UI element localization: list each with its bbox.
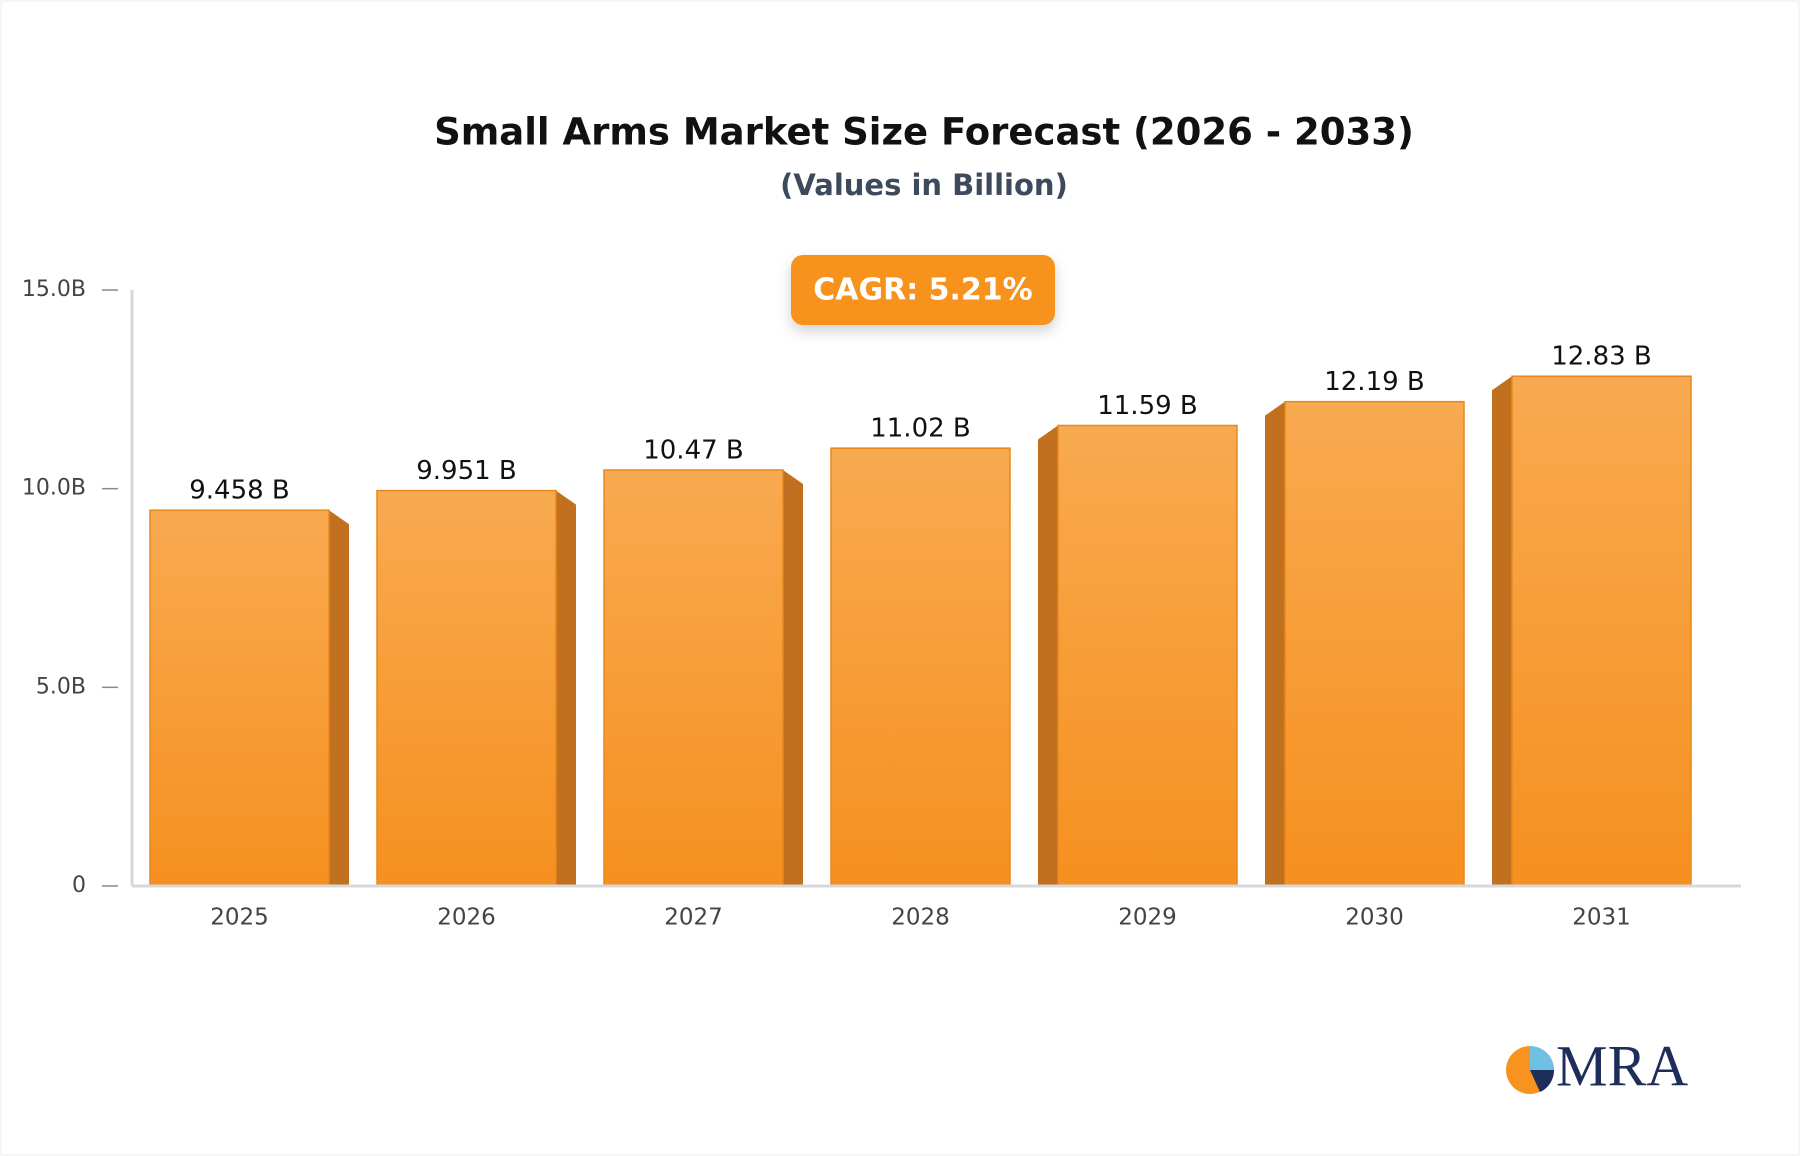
- bar: [1284, 400, 1465, 887]
- logo-text: MRA: [1556, 1033, 1688, 1098]
- chart-subtitle: (Values in Billion): [780, 168, 1068, 202]
- x-tick-label: 2031: [1572, 905, 1631, 931]
- bar-side: [329, 510, 349, 886]
- logo-slice: [1530, 1046, 1554, 1070]
- y-tick-label: 10.0B: [22, 476, 86, 501]
- bar: [830, 447, 1011, 887]
- x-tick-label: 2029: [1118, 905, 1177, 931]
- cagr-box: [791, 255, 1055, 325]
- bar: [376, 489, 557, 887]
- bar: [1057, 424, 1238, 887]
- bar-side: [1492, 376, 1512, 886]
- x-tick-label: 2027: [664, 905, 723, 931]
- x-tick-label: 2028: [891, 905, 950, 931]
- value-label: 12.83 B: [1551, 342, 1652, 372]
- value-label: 12.19 B: [1324, 367, 1425, 397]
- bar: [149, 509, 330, 887]
- logo: MRA: [1506, 1033, 1688, 1098]
- cagr-text: CAGR: 5.21%: [813, 273, 1032, 308]
- value-label: 11.02 B: [870, 414, 971, 444]
- y-tick-label: 15.0B: [22, 277, 86, 302]
- x-tick-label: 2030: [1345, 905, 1404, 931]
- plot: 0 5.0B 10.0B 15.0B 9.458 B 2025 9.951 B 2026 10.…: [22, 277, 1741, 931]
- value-label: 9.951 B: [416, 456, 517, 486]
- bar: [603, 469, 784, 887]
- value-label: 11.59 B: [1097, 391, 1198, 421]
- x-tick-label: 2025: [210, 905, 269, 931]
- bar-side: [1265, 401, 1285, 886]
- cagr-badge: CAGR: 5.21%: [791, 255, 1055, 325]
- bar-side: [783, 469, 803, 886]
- x-tick-label: 2026: [437, 905, 496, 931]
- chart-title: Small Arms Market Size Forecast (2026 - …: [434, 111, 1414, 154]
- y-tick-label: 0: [72, 873, 86, 898]
- bar: [1511, 375, 1692, 887]
- bar-side: [1038, 425, 1058, 886]
- value-label: 9.458 B: [189, 476, 290, 506]
- value-label: 10.47 B: [643, 435, 744, 465]
- logo-slice: [1530, 1070, 1555, 1092]
- bar-side: [556, 490, 576, 886]
- y-tick-label: 5.0B: [36, 674, 86, 699]
